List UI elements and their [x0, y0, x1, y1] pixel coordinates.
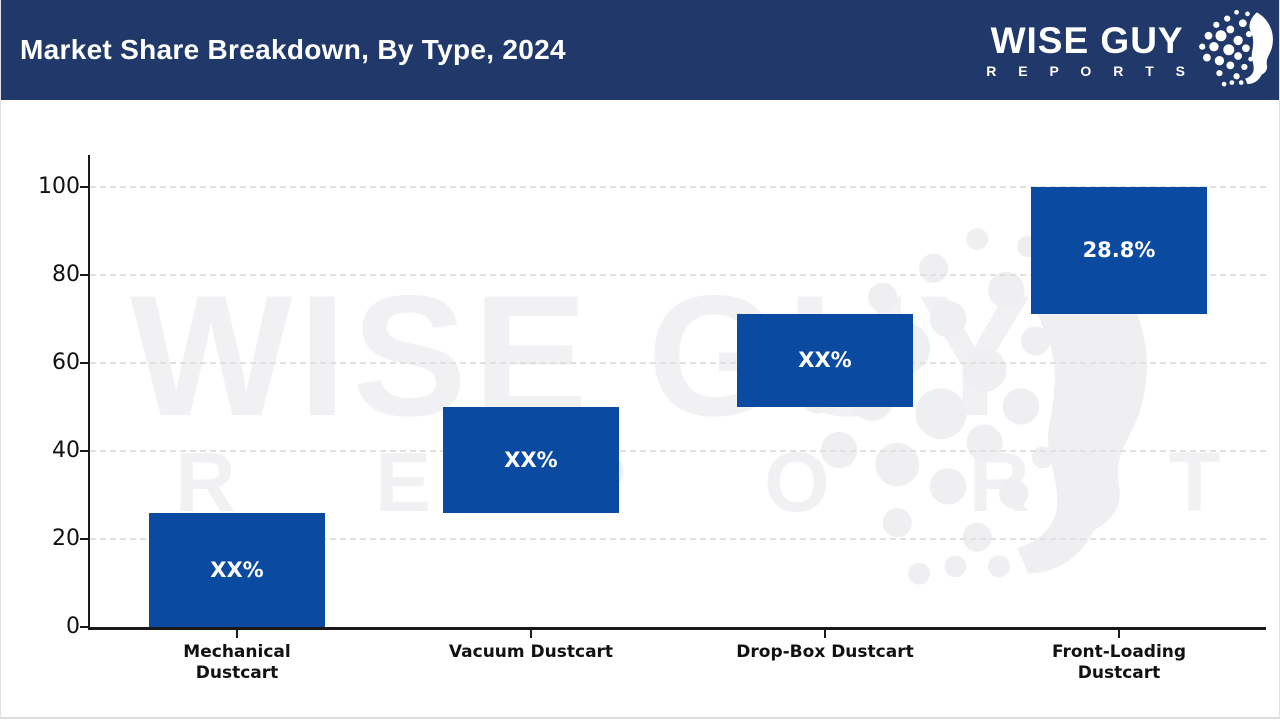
ytick-label-20: 20 — [52, 526, 80, 551]
page-title: Market Share Breakdown, By Type, 2024 — [20, 34, 566, 65]
ytick-label-100: 100 — [38, 174, 80, 199]
ytick-label-40: 40 — [52, 438, 80, 463]
ytick-mark-40 — [80, 450, 88, 452]
logo-name-text: WISE GUY — [990, 19, 1184, 61]
gridline-y-40 — [90, 450, 1266, 452]
header-bar: Market Share Breakdown, By Type, 2024 WI… — [0, 0, 1280, 100]
bar-value-label: XX% — [798, 348, 852, 373]
ytick-mark-20 — [80, 538, 88, 540]
bar-segment: XX% — [443, 407, 619, 514]
bar-segment: XX% — [737, 313, 913, 407]
xtick-category-label: Vacuum Dustcart — [448, 642, 614, 662]
gridline-y-20 — [90, 538, 1266, 540]
ytick-mark-100 — [80, 186, 88, 188]
xtick-mark — [1118, 630, 1120, 638]
bar-value-label: XX% — [504, 448, 558, 473]
bar-value-label: XX% — [210, 558, 264, 583]
ytick-label-80: 80 — [52, 262, 80, 287]
ytick-label-60: 60 — [52, 350, 80, 375]
bar-value-label: 28.8% — [1082, 238, 1156, 263]
xtick-mark — [236, 630, 238, 638]
ytick-mark-60 — [80, 362, 88, 364]
logo-subname-text: R E P O R T S — [986, 62, 1194, 79]
xtick-mark — [530, 630, 532, 638]
xtick-category-label: Mechanical Dustcart — [183, 642, 291, 684]
xtick-category-label: Drop-Box Dustcart — [736, 642, 914, 662]
wiseguy-logo: WISE GUY R E P O R T S — [980, 0, 1274, 100]
gridline-y-60 — [90, 362, 1266, 364]
xtick-category-label: Front-Loading Dustcart — [1051, 642, 1187, 684]
bar-segment: 28.8% — [1031, 187, 1207, 314]
bar-chart-plot-area: 0 20 40 60 80 100 XX% Mechanical Dustcart XX% Vac… — [38, 155, 1266, 683]
xtick-mark — [824, 630, 826, 638]
ytick-label-0: 0 — [66, 614, 80, 639]
gridline-y-100 — [90, 186, 1266, 188]
gridline-y-80 — [90, 274, 1266, 276]
ytick-mark-80 — [80, 274, 88, 276]
ytick-mark-0 — [80, 626, 88, 628]
wiseguy-logo-text: WISE GUY R E P O R T S — [980, 22, 1194, 79]
wiseguy-face-icon — [1199, 10, 1273, 87]
bar-segment: XX% — [149, 513, 325, 627]
